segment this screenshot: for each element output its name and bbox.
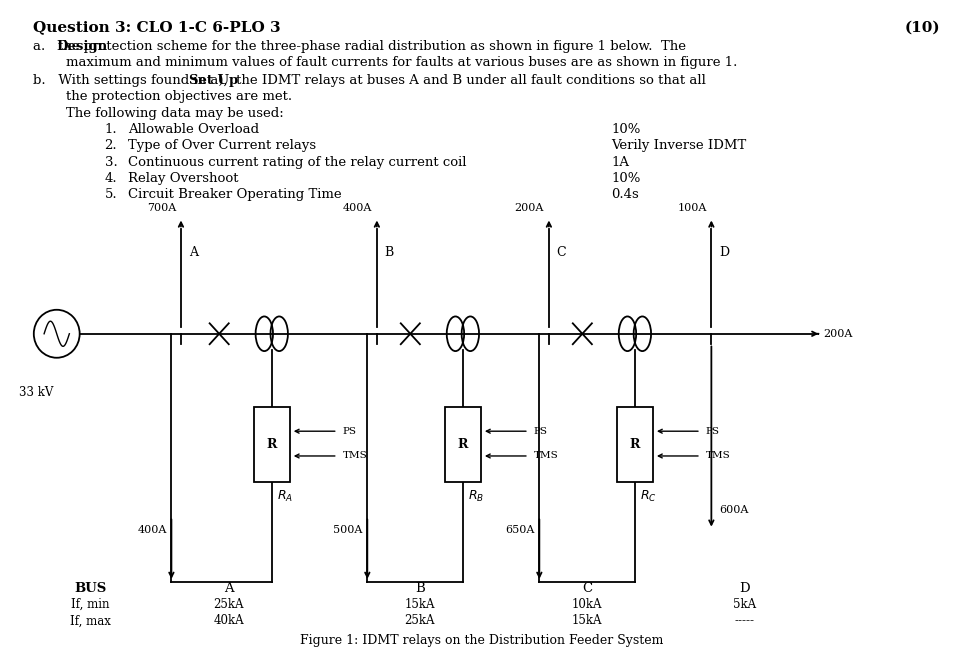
Text: 10%: 10% <box>611 123 640 136</box>
Text: $R_C$: $R_C$ <box>640 488 656 504</box>
Text: 33 kV: 33 kV <box>18 386 53 399</box>
Text: 3.: 3. <box>104 155 118 169</box>
Text: Verily Inverse IDMT: Verily Inverse IDMT <box>611 139 746 152</box>
Text: 400A: 400A <box>137 525 167 535</box>
Text: Relay Overshoot: Relay Overshoot <box>128 172 239 185</box>
Text: 700A: 700A <box>147 203 176 213</box>
Text: Allowable Overload: Allowable Overload <box>128 123 259 136</box>
Text: 400A: 400A <box>343 203 372 213</box>
Text: C: C <box>556 246 566 258</box>
Text: a.   the protection scheme for the three-phase radial distribution as shown in f: a. the protection scheme for the three-p… <box>33 40 685 53</box>
Text: R: R <box>629 438 640 451</box>
Text: A: A <box>189 246 198 258</box>
Text: 650A: 650A <box>505 525 535 535</box>
Ellipse shape <box>34 310 80 358</box>
Bar <box>444 407 481 483</box>
Text: Set Up: Set Up <box>189 74 238 87</box>
Text: 1A: 1A <box>611 155 629 169</box>
Text: 15kA: 15kA <box>405 598 435 611</box>
Text: PS: PS <box>706 427 719 436</box>
Text: 200A: 200A <box>515 203 544 213</box>
Text: B: B <box>415 582 425 595</box>
Text: 5.: 5. <box>104 188 118 201</box>
Text: D: D <box>739 582 750 595</box>
Text: Design: Design <box>57 40 108 53</box>
Text: 5kA: 5kA <box>734 598 757 611</box>
Text: maximum and minimum values of fault currents for faults at various buses are as : maximum and minimum values of fault curr… <box>67 56 737 69</box>
Text: A: A <box>224 582 233 595</box>
Text: -----: ----- <box>735 615 755 627</box>
Text: $R_B$: $R_B$ <box>468 488 484 504</box>
Bar <box>617 407 653 483</box>
Text: R: R <box>458 438 469 451</box>
Text: $R_A$: $R_A$ <box>277 488 293 504</box>
Text: Type of Over Current relays: Type of Over Current relays <box>128 139 316 152</box>
Text: The following data may be used:: The following data may be used: <box>67 106 284 120</box>
Text: 600A: 600A <box>719 505 748 515</box>
Text: R: R <box>267 438 277 451</box>
Text: 1.: 1. <box>104 123 118 136</box>
Text: 40kA: 40kA <box>213 615 244 627</box>
Text: 500A: 500A <box>334 525 362 535</box>
Text: the protection objectives are met.: the protection objectives are met. <box>67 91 292 103</box>
Text: 100A: 100A <box>677 203 707 213</box>
Text: PS: PS <box>342 427 357 436</box>
Text: 25kA: 25kA <box>405 615 435 627</box>
Text: 15kA: 15kA <box>572 615 602 627</box>
Bar <box>254 407 290 483</box>
Text: 2.: 2. <box>104 139 118 152</box>
Text: 10%: 10% <box>611 172 640 185</box>
Text: 4.: 4. <box>104 172 118 185</box>
Text: TMS: TMS <box>534 451 558 461</box>
Text: 25kA: 25kA <box>213 598 244 611</box>
Text: Figure 1: IDMT relays on the Distribution Feeder System: Figure 1: IDMT relays on the Distributio… <box>301 634 663 647</box>
Text: Continuous current rating of the relay current coil: Continuous current rating of the relay c… <box>128 155 467 169</box>
Text: If, min: If, min <box>71 598 110 611</box>
Text: 200A: 200A <box>823 329 852 339</box>
Text: B: B <box>385 246 393 258</box>
Text: Question 3: CLO 1-C 6-PLO 3: Question 3: CLO 1-C 6-PLO 3 <box>33 20 281 34</box>
Text: TMS: TMS <box>342 451 367 461</box>
Text: TMS: TMS <box>706 451 731 461</box>
Text: (10): (10) <box>905 20 941 34</box>
Text: 0.4s: 0.4s <box>611 188 639 201</box>
Text: BUS: BUS <box>74 582 106 595</box>
Text: b.   With settings found in a),  the IDMT relays at buses A and B under all faul: b. With settings found in a), the IDMT r… <box>33 74 706 87</box>
Text: D: D <box>719 246 729 258</box>
Text: If, max: If, max <box>69 615 111 627</box>
Text: C: C <box>582 582 592 595</box>
Text: 10kA: 10kA <box>572 598 602 611</box>
Text: PS: PS <box>534 427 548 436</box>
Text: Circuit Breaker Operating Time: Circuit Breaker Operating Time <box>128 188 342 201</box>
